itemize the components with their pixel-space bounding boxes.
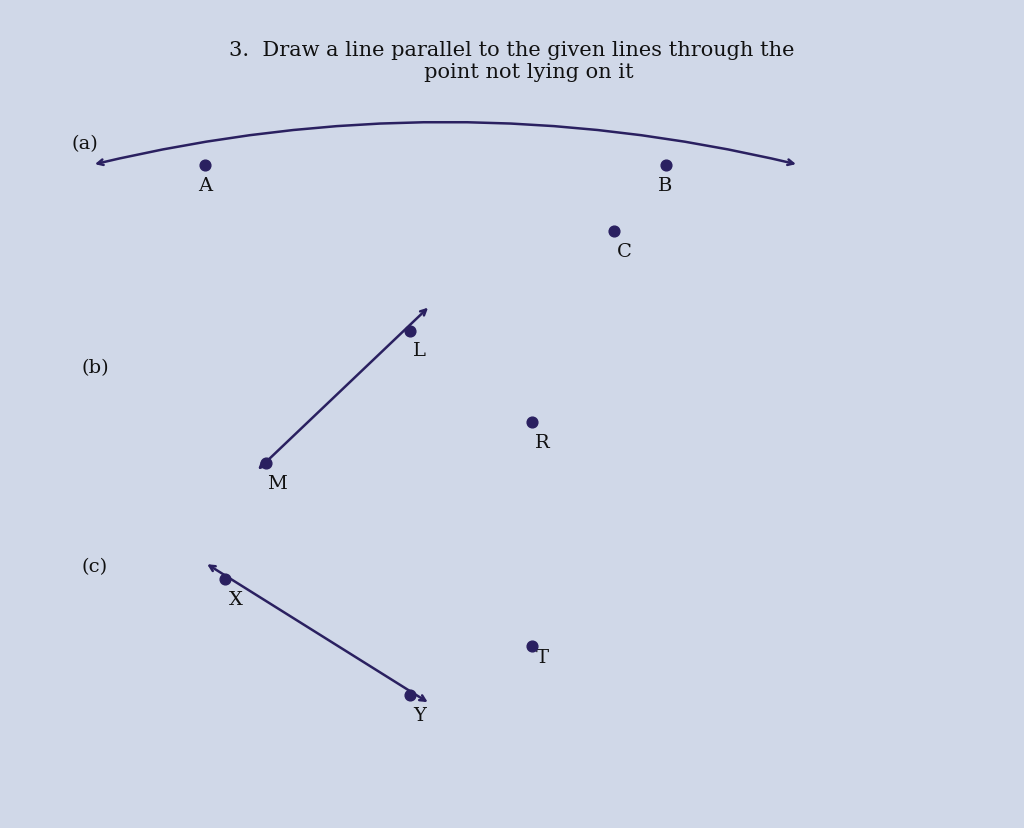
Text: A: A — [198, 176, 212, 195]
Point — [524, 416, 541, 429]
Point — [197, 159, 213, 172]
Point — [401, 689, 418, 702]
Text: (b): (b) — [82, 359, 110, 377]
Text: L: L — [414, 342, 426, 360]
Text: M: M — [266, 474, 287, 493]
Point — [217, 573, 233, 586]
Point — [657, 159, 674, 172]
Text: T: T — [537, 648, 549, 667]
Point — [401, 325, 418, 338]
Point — [524, 639, 541, 652]
Text: C: C — [617, 243, 632, 261]
Text: R: R — [536, 433, 550, 451]
Point — [258, 457, 274, 470]
Text: Y: Y — [414, 706, 426, 724]
Text: (c): (c) — [82, 557, 109, 575]
Text: X: X — [228, 590, 243, 609]
Text: B: B — [658, 176, 673, 195]
Text: (a): (a) — [72, 135, 98, 153]
Text: 3.  Draw a line parallel to the given lines through the
     point not lying on : 3. Draw a line parallel to the given lin… — [229, 41, 795, 82]
Point — [606, 225, 623, 238]
